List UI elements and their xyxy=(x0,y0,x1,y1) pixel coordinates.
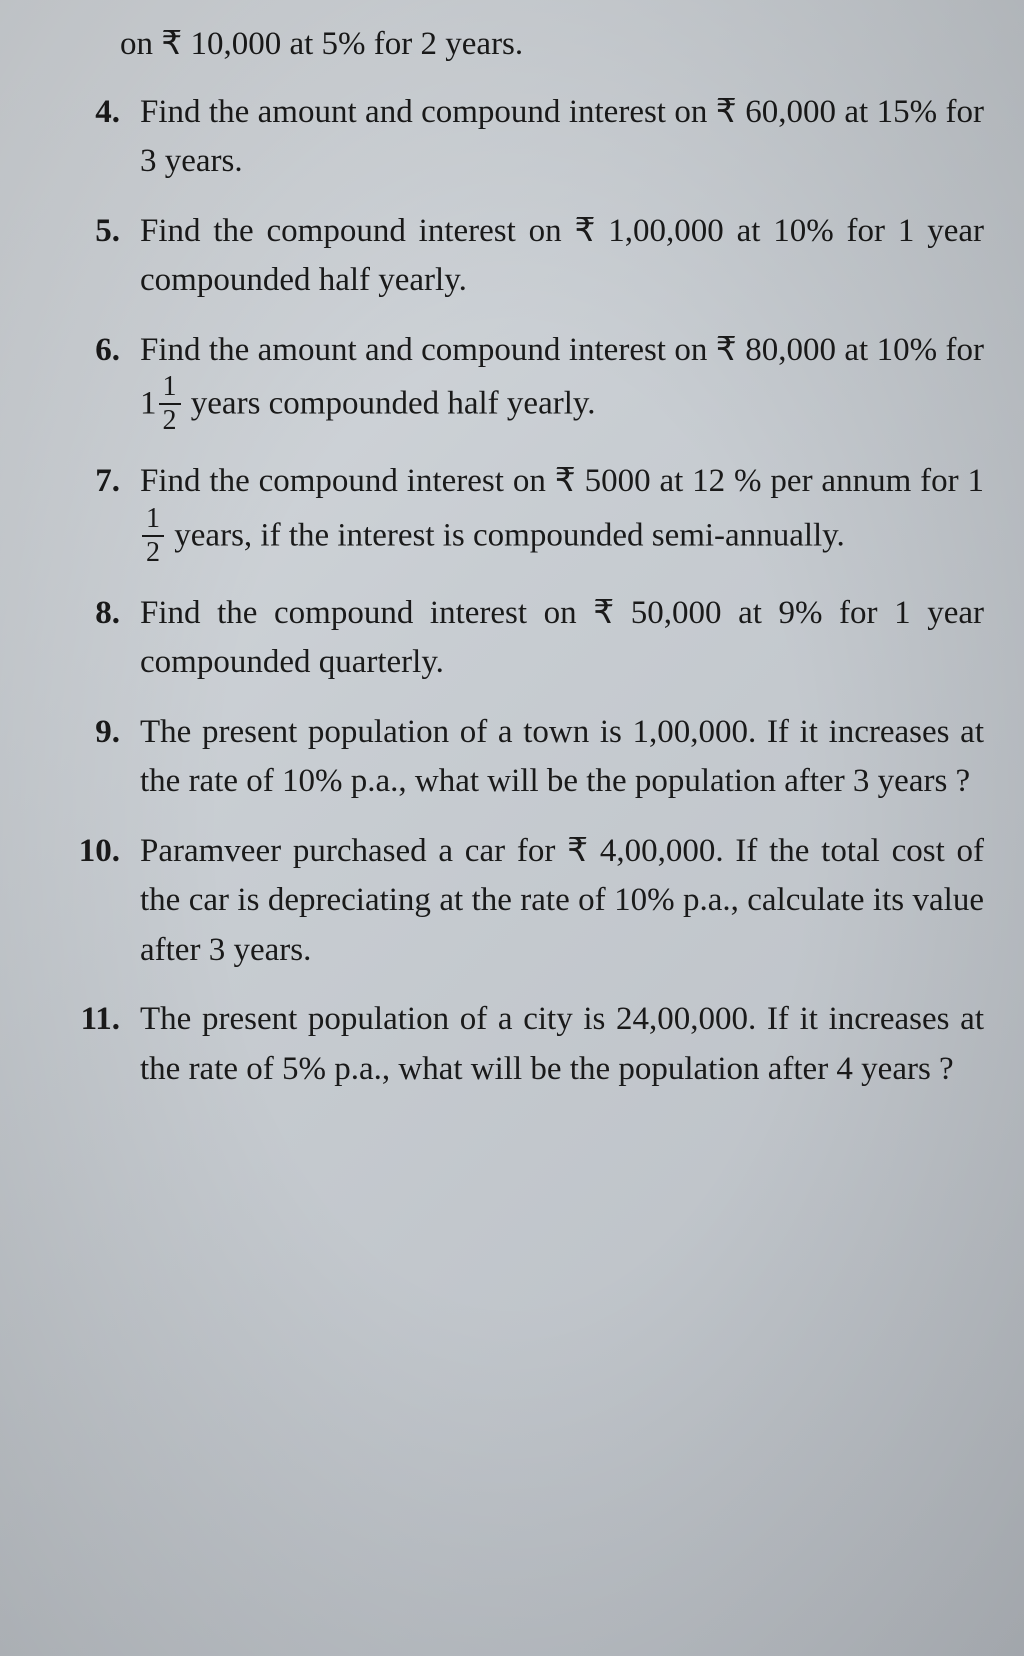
problem-text: Find the compound interest on ₹ 1,00,000… xyxy=(140,207,994,306)
text-segment: years compounded half yearly. xyxy=(183,386,596,422)
problem-text: Find the compound interest on ₹ 5000 at … xyxy=(140,457,994,569)
fraction-denominator: 2 xyxy=(159,405,181,435)
problem-number: 11. xyxy=(60,995,140,1094)
fraction-denominator: 2 xyxy=(142,537,164,567)
problem-number: 6. xyxy=(60,326,140,438)
text-segment: Find the compound interest on ₹ 1,00,000… xyxy=(140,213,984,299)
problem-5: 5.Find the compound interest on ₹ 1,00,0… xyxy=(60,207,994,306)
textbook-page: on ₹ 10,000 at 5% for 2 years. 4.Find th… xyxy=(0,0,1024,1134)
problem-number: 7. xyxy=(60,457,140,569)
text-segment: The present population of a town is 1,00… xyxy=(140,714,984,800)
problem-number: 5. xyxy=(60,207,140,306)
problem-8: 8.Find the compound interest on ₹ 50,000… xyxy=(60,589,994,688)
fraction-numerator: 1 xyxy=(142,505,164,537)
problem-text: Find the amount and compound interest on… xyxy=(140,326,994,438)
problem-number: 4. xyxy=(60,88,140,187)
text-segment: The present population of a city is 24,0… xyxy=(140,1001,984,1087)
problem-10: 10.Paramveer purchased a car for ₹ 4,00,… xyxy=(60,827,994,976)
problem-number: 9. xyxy=(60,708,140,807)
partial-problem-3: on ₹ 10,000 at 5% for 2 years. xyxy=(60,20,994,70)
problem-7: 7.Find the compound interest on ₹ 5000 a… xyxy=(60,457,994,569)
text-segment: Find the amount and compound interest on… xyxy=(140,94,984,180)
problem-number: 8. xyxy=(60,589,140,688)
partial-text: on ₹ 10,000 at 5% for 2 years. xyxy=(120,26,523,62)
text-segment: Find the compound interest on ₹ 50,000 a… xyxy=(140,595,984,681)
text-segment: Paramveer purchased a car for ₹ 4,00,000… xyxy=(140,833,984,968)
text-segment: years, if the interest is compounded sem… xyxy=(166,517,845,553)
problems-list: 4.Find the amount and compound interest … xyxy=(60,88,994,1095)
problem-text: Find the compound interest on ₹ 50,000 a… xyxy=(140,589,994,688)
problem-text: Find the amount and compound interest on… xyxy=(140,88,994,187)
problem-text: Paramveer purchased a car for ₹ 4,00,000… xyxy=(140,827,994,976)
fraction: 12 xyxy=(142,505,164,567)
problem-text: The present population of a town is 1,00… xyxy=(140,708,994,807)
problem-9: 9.The present population of a town is 1,… xyxy=(60,708,994,807)
problem-11: 11.The present population of a city is 2… xyxy=(60,995,994,1094)
problem-4: 4.Find the amount and compound interest … xyxy=(60,88,994,187)
fraction: 12 xyxy=(159,373,181,435)
problem-text: The present population of a city is 24,0… xyxy=(140,995,994,1094)
problem-6: 6.Find the amount and compound interest … xyxy=(60,326,994,438)
problem-number: 10. xyxy=(60,827,140,976)
fraction-numerator: 1 xyxy=(159,373,181,405)
text-segment: Find the compound interest on ₹ 5000 at … xyxy=(140,463,984,499)
